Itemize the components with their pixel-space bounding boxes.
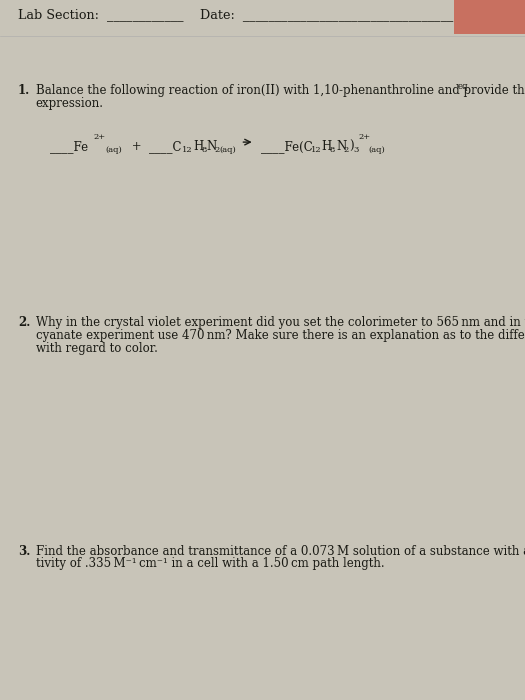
Text: 2+: 2+ (94, 133, 106, 141)
Text: 2+: 2+ (359, 133, 371, 141)
Text: N: N (206, 140, 217, 153)
Text: Date:  _________________________________: Date: _________________________________ (200, 8, 453, 22)
Text: 2.: 2. (18, 316, 30, 330)
Text: (aq): (aq) (368, 146, 385, 153)
Text: N: N (336, 140, 346, 153)
Text: 8: 8 (201, 146, 206, 153)
Text: Lab Section:  ____________: Lab Section: ____________ (18, 8, 183, 22)
Text: ____C: ____C (149, 140, 181, 153)
Text: +: + (128, 140, 141, 153)
Text: Balance the following reaction of iron(II) with 1,10-phenanthroline and provide : Balance the following reaction of iron(I… (36, 84, 525, 97)
Text: H: H (193, 140, 204, 153)
Text: 12: 12 (311, 146, 321, 153)
Text: ____Fe(C: ____Fe(C (261, 140, 313, 153)
Text: 2: 2 (344, 146, 349, 153)
Text: 3: 3 (353, 146, 359, 153)
Text: tivity of .335 M⁻¹ cm⁻¹ in a cell with a 1.50 cm path length.: tivity of .335 M⁻¹ cm⁻¹ in a cell with a… (36, 557, 384, 570)
Text: (aq): (aq) (219, 146, 236, 153)
Text: Why in the crystal violet experiment did you set the colorimeter to 565 nm and i: Why in the crystal violet experiment did… (36, 316, 525, 330)
Text: cyanate experiment use 470 nm? Make sure there is an explanation as to the diffe: cyanate experiment use 470 nm? Make sure… (36, 329, 525, 342)
Text: 8: 8 (330, 146, 335, 153)
Text: 3.: 3. (18, 545, 30, 558)
Text: eq: eq (457, 82, 468, 91)
Text: H: H (322, 140, 332, 153)
Text: 2: 2 (214, 146, 219, 153)
Text: 1.: 1. (18, 84, 30, 97)
Text: ): ) (349, 140, 354, 153)
Text: (aq): (aq) (105, 146, 122, 153)
Text: expression.: expression. (36, 97, 104, 110)
Text: Find the absorbance and transmittance of a 0.073 M solution of a substance with : Find the absorbance and transmittance of… (36, 545, 525, 558)
Text: with regard to color.: with regard to color. (36, 342, 158, 355)
Bar (454, 0, 525, 34)
Text: ____Fe: ____Fe (50, 140, 88, 153)
Text: 12: 12 (182, 146, 193, 153)
